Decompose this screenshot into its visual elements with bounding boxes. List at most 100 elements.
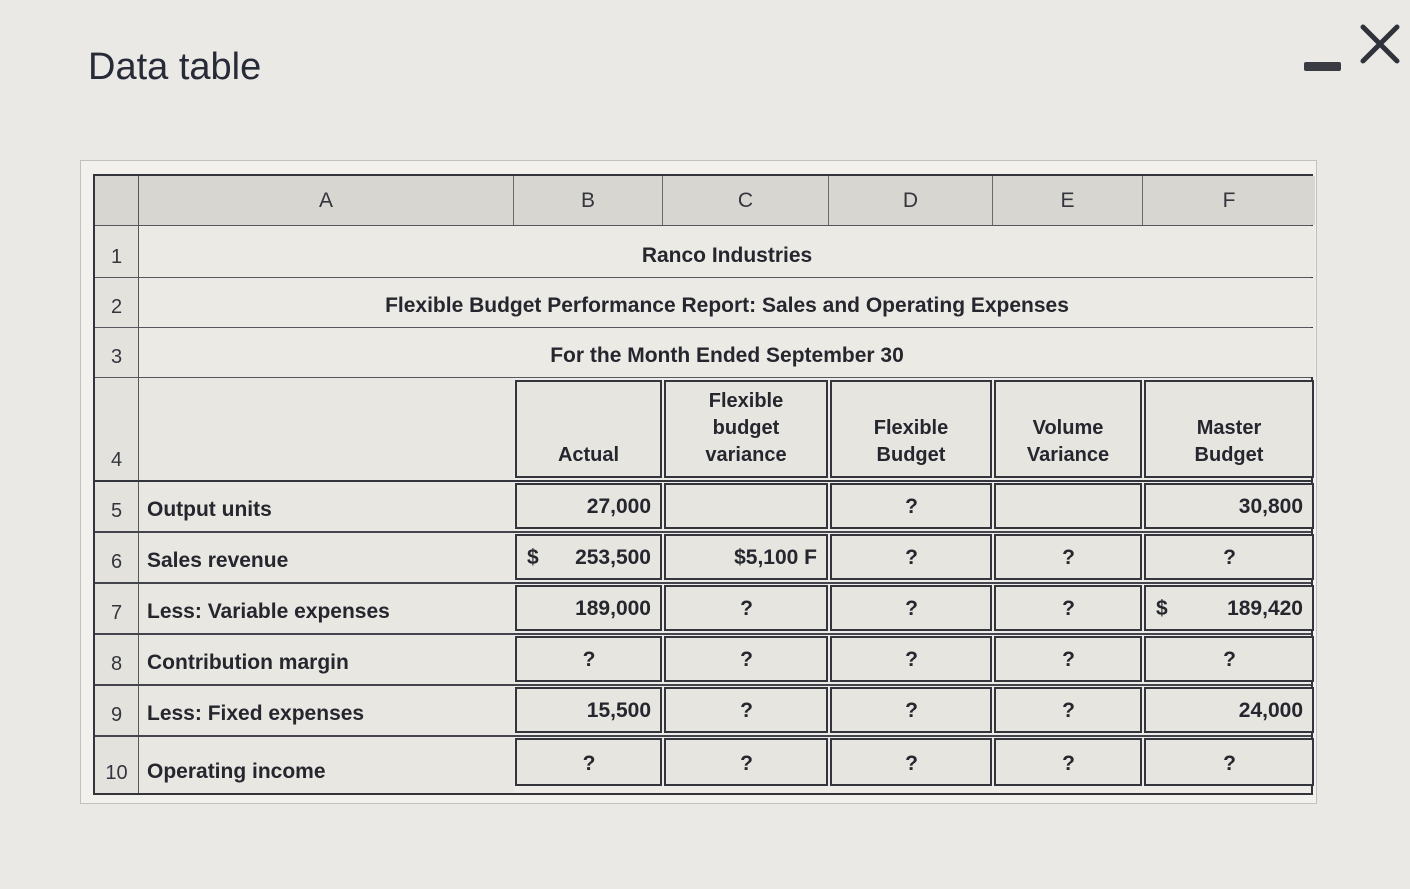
header-row: 4 Actual Flexible budget variance Flexib… [95,378,1314,482]
cell-value: 24,000 [1238,699,1303,722]
cell-value: ? [1062,546,1075,569]
cell-value: ? [582,752,596,775]
table-row-fixed-expenses: 9 Less: Fixed expenses 15,500 ? ? ? 24,0… [95,686,1314,737]
cell-value: 30,800 [1238,495,1303,518]
cell-value: ? [905,495,918,518]
cell-f8: ? [1144,636,1314,682]
row-number: 10 [95,737,139,793]
header-volume-variance: Volume Variance [994,380,1142,478]
cell-f9: 24,000 [1144,687,1314,733]
cell-f7: $189,420 [1144,585,1314,631]
header-master-budget: Master Budget [1144,380,1314,478]
minimize-icon [1302,62,1344,77]
title-row-3: 3 For the Month Ended September 30 [95,328,1315,378]
blank-cell-a4 [139,378,514,480]
currency-symbol: $ [527,546,539,569]
cell-value: ? [740,752,753,775]
cell-value: 27,000 [586,495,651,518]
cell-value: ? [905,699,918,722]
table-row-contribution-margin: 8 Contribution margin ? ? ? ? ? [95,635,1314,686]
cell-value: ? [740,597,753,620]
column-letter-c: C [663,176,829,225]
cell-e8: ? [994,636,1142,682]
cell-d10: ? [830,738,992,786]
cell-value: ? [1062,752,1075,775]
cell-value: 253,500 [575,546,651,569]
cell-value: ? [1062,597,1075,620]
row-number: 9 [95,686,139,735]
row-label: Less: Fixed expenses [139,686,514,735]
row-number: 8 [95,635,139,684]
title-row-1: 1 Ranco Industries [95,226,1315,278]
cell-value: ? [1223,546,1236,569]
cell-b6: $253,500 [515,534,662,580]
cell-value: ? [905,648,918,671]
header-actual: Actual [515,380,662,478]
cell-b7: 189,000 [515,585,662,631]
cell-value: ? [740,648,753,671]
column-letter-f: F [1143,176,1315,225]
cell-value: ? [1062,699,1075,722]
cell-f6: ? [1144,534,1314,580]
cell-e10: ? [994,738,1142,786]
minimize-button[interactable] [1302,58,1344,77]
report-company-name: Ranco Industries [139,226,1315,277]
cell-e6: ? [994,534,1142,580]
cell-value: 189,000 [575,597,651,620]
cell-value: ? [582,648,596,671]
row-number: 5 [95,482,139,531]
cell-c6: $5,100 F [664,534,828,580]
cell-value: 189,420 [1227,597,1303,620]
column-letter-e: E [993,176,1143,225]
row-label: Output units [139,482,514,531]
cell-value: ? [740,699,753,722]
cell-value: ? [1223,648,1236,671]
cell-e9: ? [994,687,1142,733]
row-number: 3 [95,328,139,377]
cell-c8: ? [664,636,828,682]
cell-value: ? [905,597,918,620]
cell-b9: 15,500 [515,687,662,733]
column-header-row: A B C D E F [95,176,1315,226]
row-number: 7 [95,584,139,633]
close-button[interactable] [1358,22,1402,69]
row-number: 2 [95,278,139,327]
row-label: Operating income [139,737,514,793]
column-letter-b: B [514,176,663,225]
cell-d8: ? [830,636,992,682]
table-row-variable-expenses: 7 Less: Variable expenses 189,000 ? ? ? … [95,584,1314,635]
table-row-sales-revenue: 6 Sales revenue $253,500 $5,100 F ? ? ? [95,533,1314,584]
row-number: 4 [95,378,139,480]
row-label: Sales revenue [139,533,514,582]
close-icon [1358,24,1402,69]
report-title: Flexible Budget Performance Report: Sale… [139,278,1315,327]
cell-d6: ? [830,534,992,580]
data-table-panel: A B C D E F 1 Ranco Industries 2 Flexibl… [80,160,1317,804]
cell-c9: ? [664,687,828,733]
cell-e5 [994,483,1142,529]
cell-c7: ? [664,585,828,631]
header-flexible-budget-variance: Flexible budget variance [664,380,828,478]
cell-value: 15,500 [586,699,651,722]
spreadsheet: A B C D E F 1 Ranco Industries 2 Flexibl… [93,174,1315,795]
cell-b8: ? [515,636,662,682]
row-label: Less: Variable expenses [139,584,514,633]
cell-b5: 27,000 [515,483,662,529]
cell-d9: ? [830,687,992,733]
cell-d5: ? [830,483,992,529]
cell-c10: ? [664,738,828,786]
header-flexible-budget: Flexible Budget [830,380,992,478]
cell-f5: 30,800 [1144,483,1314,529]
table-row-operating-income: 10 Operating income ? ? ? ? ? [95,737,1314,793]
table-row-output-units: 5 Output units 27,000 ? 30,800 [95,482,1314,533]
cell-f10: ? [1144,738,1314,786]
cell-e7: ? [994,585,1142,631]
page-title: Data table [88,46,262,88]
cell-c5 [664,483,828,529]
row-label: Contribution margin [139,635,514,684]
currency-symbol: $ [1156,597,1168,620]
cell-value: ? [1062,648,1075,671]
cell-value: $5,100 F [734,546,817,569]
cell-value: ? [1223,752,1236,775]
column-letter-a: A [139,176,514,225]
